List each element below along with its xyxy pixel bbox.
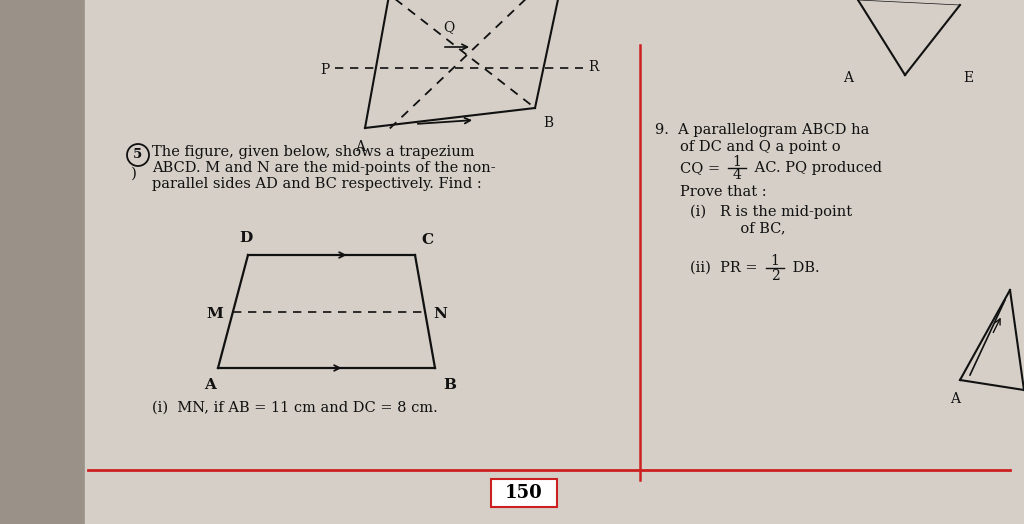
Text: A: A [355,140,365,154]
Text: B: B [543,116,553,130]
Text: 4: 4 [732,168,741,182]
Text: A: A [204,378,216,392]
Text: 1: 1 [732,155,741,169]
Text: (ii)  PR =: (ii) PR = [690,261,758,275]
Text: R: R [588,60,598,74]
Text: of DC and Q a point o: of DC and Q a point o [680,140,841,154]
Text: D: D [240,231,253,245]
Text: AC. PQ produced: AC. PQ produced [750,161,882,175]
Text: A: A [843,71,853,85]
Text: M: M [206,307,223,321]
Text: C: C [421,233,433,247]
Text: Q: Q [443,20,455,34]
Text: 2: 2 [771,269,779,283]
Text: DB.: DB. [788,261,819,275]
Text: E: E [963,71,973,85]
Text: (i)   R is the mid-point: (i) R is the mid-point [690,205,852,219]
Text: 9.  A parallelogram ABCD ha: 9. A parallelogram ABCD ha [655,123,869,137]
Text: parallel sides AD and BC respectively. Find :: parallel sides AD and BC respectively. F… [152,177,481,191]
Text: (i)  MN, if AB = 11 cm and DC = 8 cm.: (i) MN, if AB = 11 cm and DC = 8 cm. [152,401,437,415]
FancyBboxPatch shape [490,479,557,507]
Text: P: P [321,63,330,77]
Text: 5: 5 [133,148,142,161]
Text: ): ) [131,167,137,181]
Text: B: B [443,378,456,392]
Text: 1: 1 [771,254,779,268]
Text: Prove that :: Prove that : [680,185,767,199]
Text: N: N [433,307,446,321]
Text: of BC,: of BC, [708,221,785,235]
Text: CQ =: CQ = [680,161,725,175]
Text: The figure, given below, shows a trapezium: The figure, given below, shows a trapezi… [152,145,474,159]
Text: A: A [950,392,961,406]
Text: ABCD. M and N are the mid-points of the non-: ABCD. M and N are the mid-points of the … [152,161,496,175]
Text: 150: 150 [505,484,543,502]
